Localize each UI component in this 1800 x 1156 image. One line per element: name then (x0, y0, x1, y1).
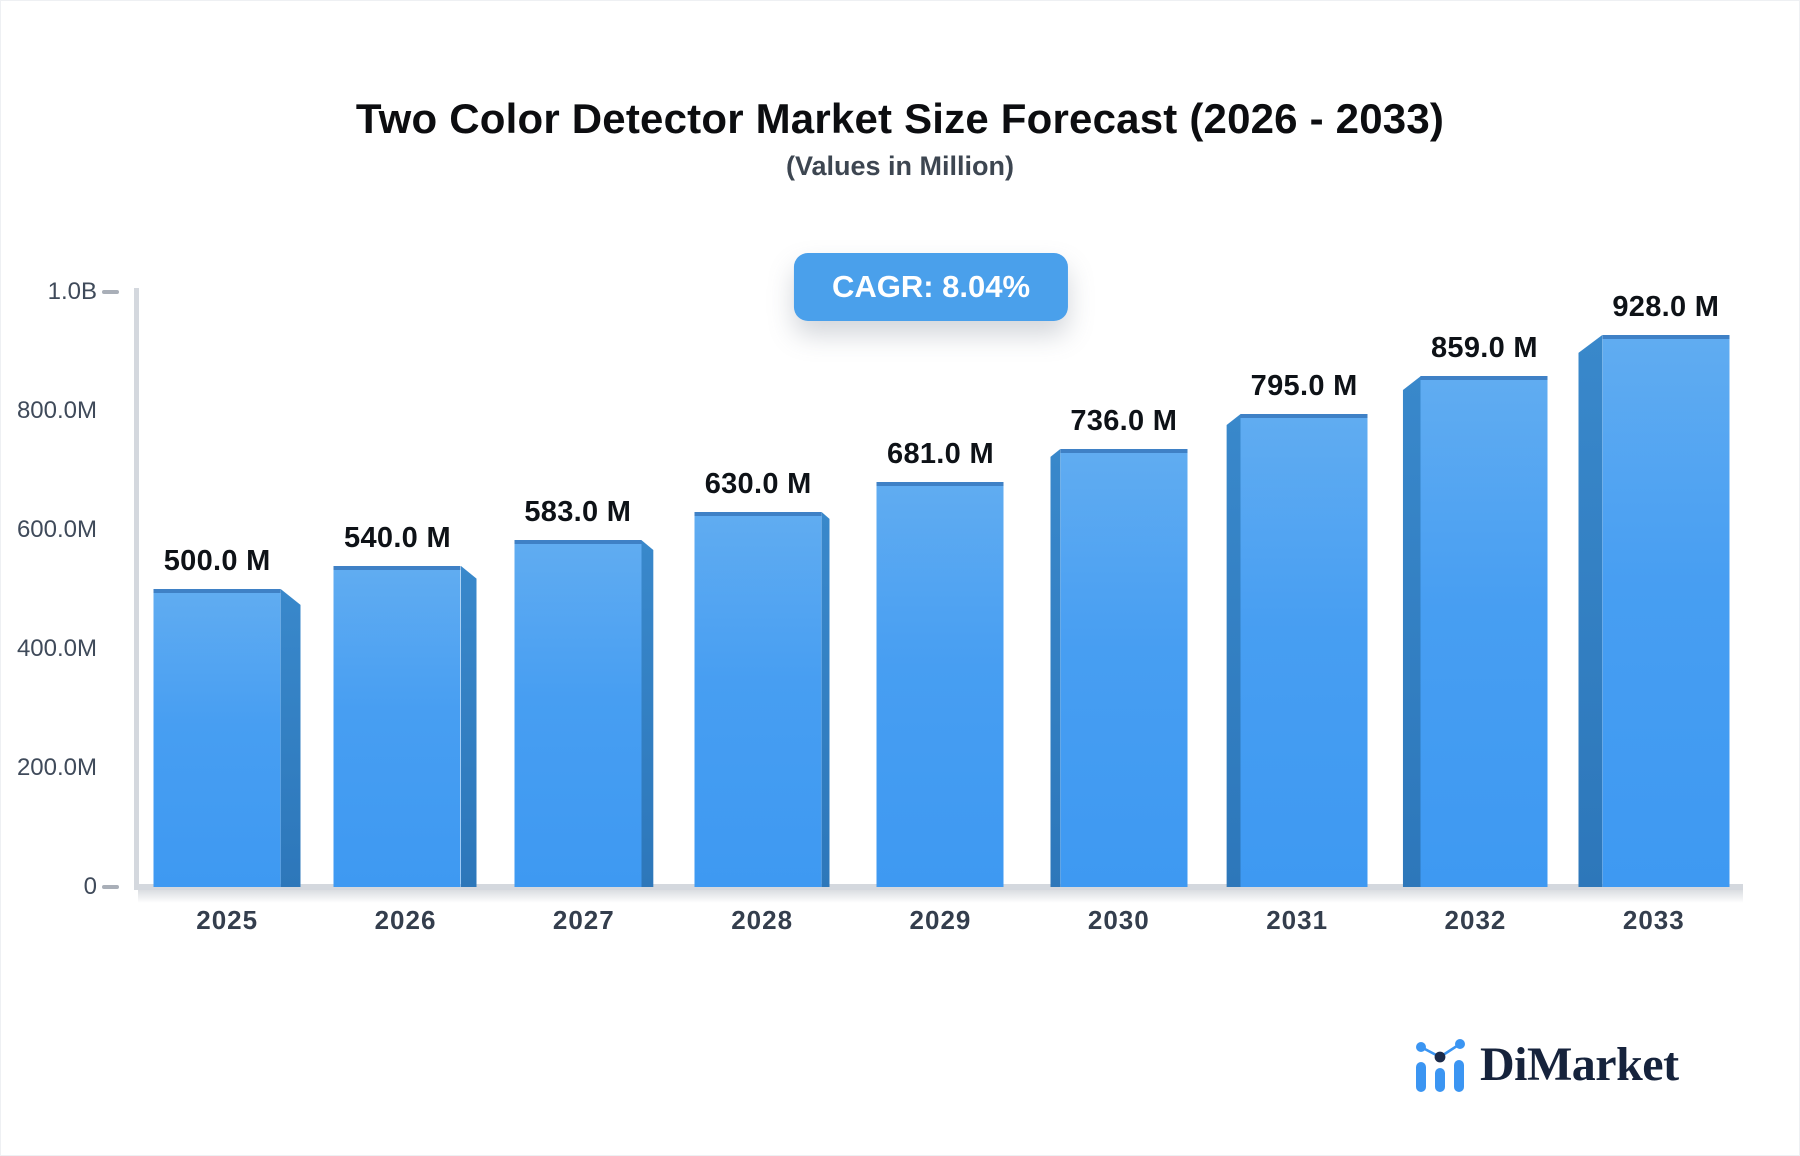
bar-value-label: 859.0 M (1431, 332, 1538, 364)
y-tick-label: 200.0M (16, 754, 97, 781)
bar-face (514, 540, 642, 887)
bar-side-face (1050, 449, 1061, 887)
bar-value-label: 795.0 M (1250, 370, 1358, 402)
bar-side-face (1226, 414, 1241, 887)
bar-2026: 540.0 M (333, 522, 477, 887)
x-axis-label: 2028 (731, 905, 794, 935)
bar-side-face (280, 589, 301, 887)
x-axis-label: 2026 (374, 905, 437, 935)
bar-value-label: 630.0 M (704, 468, 812, 500)
bar-2031: 795.0 M (1226, 370, 1368, 887)
x-axis-baseline (134, 884, 1743, 890)
x-axis-label: 2027 (552, 905, 615, 935)
bar-face (333, 566, 461, 887)
bar-side-face (460, 566, 477, 887)
bar-value-label: 583.0 M (524, 496, 632, 528)
bar-side-face (821, 512, 830, 887)
bar-slot: 583.0 M (495, 292, 673, 887)
bar-2025: 500.0 M (153, 545, 301, 887)
chart-title: Two Color Detector Market Size Forecast … (355, 95, 1445, 142)
bar-value-label: 736.0 M (1070, 405, 1178, 437)
bar-value-label: 928.0 M (1612, 291, 1720, 323)
x-axis-labels: 2025 2026 2027 2028 2029 2030 2031 2032 2033 (138, 905, 1743, 936)
y-tick-label: 0 (83, 873, 97, 900)
bar-slot: 681.0 M (851, 292, 1029, 887)
y-tick-mark (102, 290, 119, 294)
logo-text: DiMarket (1480, 1038, 1679, 1091)
bar-2030: 736.0 M (1050, 405, 1188, 887)
y-tick-label: 1.0B (47, 278, 97, 305)
cagr-badge: CAGR: 8.04% (793, 253, 1069, 321)
bar-slot: 859.0 M (1386, 292, 1564, 887)
bar-face (1060, 449, 1188, 887)
bar-slot: 500.0 M (138, 292, 316, 887)
logo-bar-chart-icon (1416, 1039, 1465, 1092)
y-tick-label: 800.0M (16, 397, 97, 424)
bar-face (1420, 376, 1548, 887)
y-axis-line (134, 288, 139, 889)
bar-face (694, 512, 822, 887)
bar-value-label: 540.0 M (344, 522, 451, 554)
bar-face (1240, 414, 1368, 887)
y-tick-mark (102, 885, 119, 889)
bar-side-face (1578, 335, 1603, 887)
cagr-badge-label: CAGR: 8.04% (831, 269, 1031, 304)
bar-slot: 540.0 M (316, 292, 494, 887)
x-axis-label: 2029 (909, 905, 972, 935)
bar-slot: 795.0 M (1208, 292, 1386, 887)
bars-area: 500.0 M 540.0 M 583.0 M 630.0 M 681.0 M 736.0… (138, 291, 1743, 887)
bar-slot: 736.0 M (1030, 292, 1208, 887)
chart-subtitle: (Values in Million) (785, 151, 1015, 181)
bar-2028: 630.0 M (694, 468, 830, 887)
x-axis-label: 2032 (1444, 905, 1507, 935)
bar-2029: 681.0 M (876, 438, 1004, 887)
x-axis-label: 2031 (1266, 905, 1329, 935)
bar-slot: 630.0 M (673, 292, 851, 887)
y-tick-label: 600.0M (16, 516, 97, 543)
bar-value-label: 681.0 M (887, 438, 994, 470)
bar-face (876, 482, 1004, 887)
x-axis-label: 2033 (1622, 905, 1685, 935)
bar-value-label: 500.0 M (163, 545, 271, 577)
y-tick-label: 400.0M (16, 635, 97, 662)
brand-logo: DiMarket (1415, 1037, 1679, 1093)
x-axis-label: 2025 (196, 905, 259, 935)
bar-2033: 928.0 M (1578, 291, 1730, 887)
x-axis-label: 2030 (1087, 905, 1150, 935)
bar-side-face (1402, 376, 1421, 887)
bar-2027: 583.0 M (514, 496, 654, 887)
bar-slot: 928.0 M (1565, 291, 1743, 887)
bar-face (1602, 335, 1730, 887)
bar-2032: 859.0 M (1402, 332, 1548, 887)
bar-face (153, 589, 281, 887)
bar-side-face (641, 540, 654, 887)
x-axis-shadow (138, 890, 1743, 903)
